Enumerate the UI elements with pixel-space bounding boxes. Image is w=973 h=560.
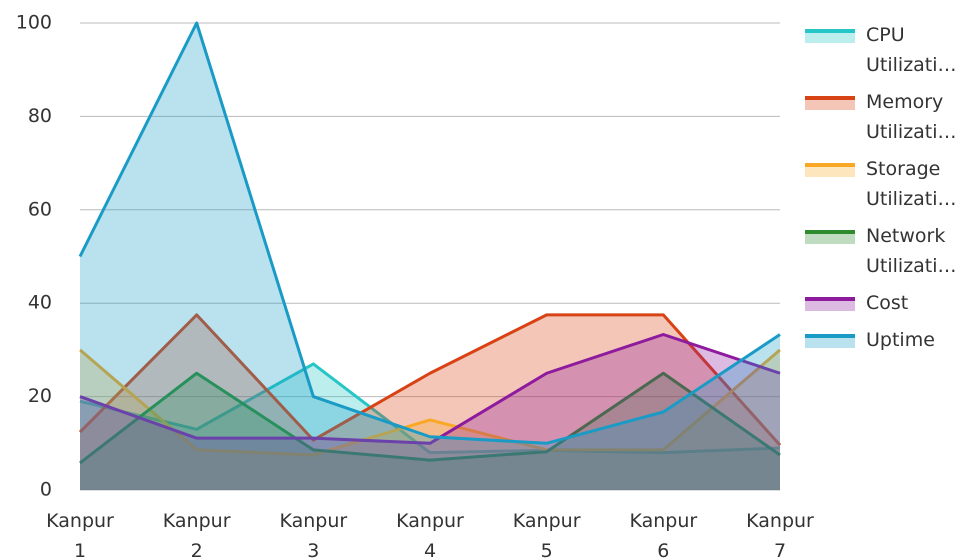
- area: [80, 373, 780, 490]
- legend-label: Network Utilizati…: [866, 225, 957, 277]
- line: [79, 348, 781, 457]
- y-tick-label: 100: [16, 12, 52, 34]
- legend-item: Memory Utilizati…: [805, 87, 973, 147]
- legend-label: Uptime: [866, 329, 935, 351]
- x-tick-label: Kanpur 4: [396, 510, 464, 560]
- area: [80, 363, 780, 490]
- line: [79, 362, 781, 455]
- line: [78, 21, 781, 445]
- legend-label: Cost: [866, 292, 909, 314]
- y-tick-label: 20: [28, 385, 52, 407]
- legend-swatch: [805, 163, 855, 177]
- y-tick-label: 60: [28, 198, 52, 220]
- legend-label: CPU Utilizati…: [866, 24, 957, 76]
- legend-item: Storage Utilizati…: [805, 154, 973, 214]
- legend-item: Uptime: [805, 325, 973, 355]
- legend-swatch: [805, 96, 855, 110]
- legend-swatch: [805, 297, 855, 311]
- x-tick-label: Kanpur 3: [279, 510, 348, 560]
- legend-item: CPU Utilizati…: [805, 20, 973, 80]
- legend-item: Cost: [805, 288, 973, 318]
- y-tick-label: 80: [28, 105, 52, 127]
- line: [79, 371, 781, 465]
- area: [80, 334, 780, 490]
- x-tick-label: Kanpur 5: [512, 510, 581, 560]
- legend-swatch: [805, 29, 855, 43]
- line: [79, 332, 781, 445]
- area: [80, 314, 780, 490]
- x-tick-label: Kanpur 6: [629, 510, 698, 560]
- x-tick-label: Kanpur 7: [746, 510, 814, 560]
- y-tick-label: 40: [28, 292, 52, 314]
- x-tick-label: Kanpur 2: [162, 510, 231, 560]
- y-tick-label: 0: [40, 479, 52, 501]
- area: [80, 23, 780, 490]
- legend-swatch: [805, 230, 855, 244]
- legend: CPU Utilizati… Memory Utilizati… Storage U…: [805, 20, 973, 362]
- x-tick-label: Kanpur 1: [46, 510, 114, 560]
- line: [78, 313, 782, 447]
- legend-label: Memory Utilizati…: [866, 91, 957, 143]
- legend-item: Network Utilizati…: [805, 221, 973, 281]
- legend-label: Storage Utilizati…: [866, 158, 957, 210]
- legend-swatch: [805, 334, 855, 348]
